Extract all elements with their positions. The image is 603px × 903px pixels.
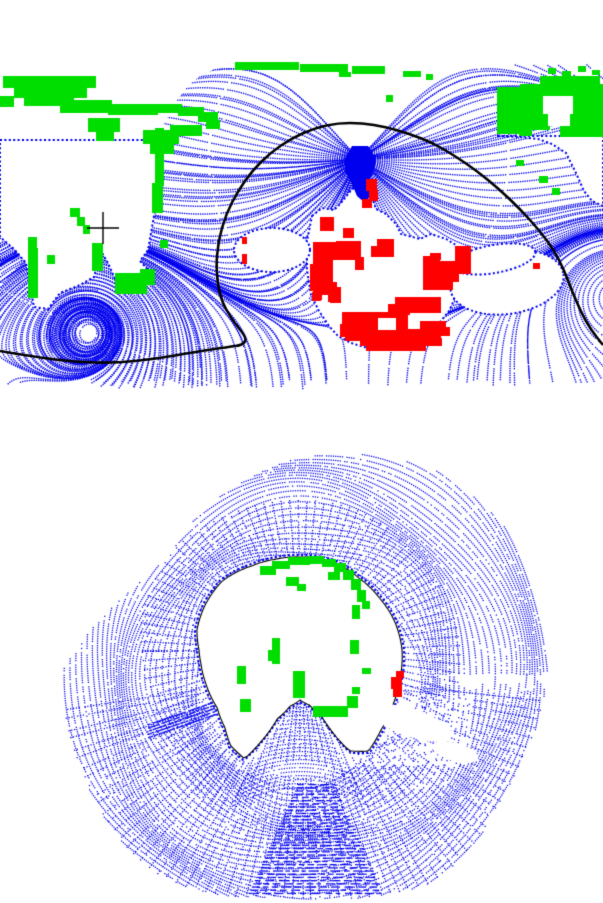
streamline-figure (0, 0, 603, 903)
figure-canvas (0, 0, 603, 903)
